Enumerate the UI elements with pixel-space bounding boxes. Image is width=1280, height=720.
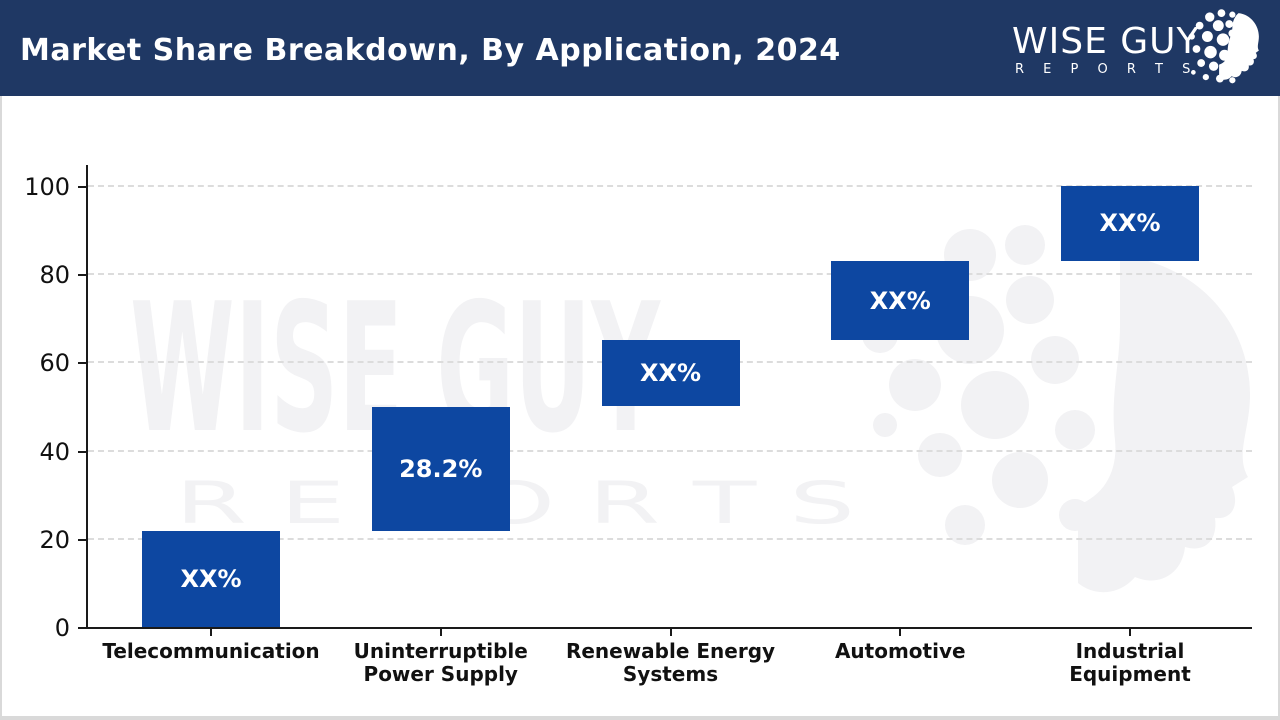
frame-border-right bbox=[1278, 96, 1280, 720]
gridline-100 bbox=[88, 185, 1252, 187]
x-category-label: Telecommunication bbox=[91, 640, 331, 663]
bar: XX% bbox=[142, 530, 280, 627]
x-category-label-line: Uninterruptible bbox=[353, 639, 528, 663]
y-tick-label-60: 60 bbox=[39, 349, 70, 378]
x-tick bbox=[210, 629, 212, 636]
y-tick-0 bbox=[78, 627, 86, 629]
chart-title: Market Share Breakdown, By Application, … bbox=[20, 33, 841, 68]
x-category-label-line: Renewable Energy bbox=[565, 639, 776, 663]
gridline-20 bbox=[88, 537, 1252, 540]
y-tick-40 bbox=[78, 450, 86, 453]
y-axis bbox=[86, 165, 88, 629]
x-category-label-line: Power Supply bbox=[363, 662, 518, 686]
x-category-label: Renewable Energy Systems bbox=[551, 640, 791, 686]
y-tick-label-100: 100 bbox=[24, 173, 70, 201]
y-tick-label-20: 20 bbox=[39, 525, 70, 554]
gridline-40 bbox=[88, 449, 1252, 452]
bar: XX% bbox=[601, 340, 740, 407]
wiseguy-logo: WISE GUY R E P O R T S bbox=[1012, 6, 1262, 92]
frame-border-bottom bbox=[0, 716, 1280, 720]
x-category-label: Automotive bbox=[780, 640, 1020, 663]
x-category-label-line: Equipment bbox=[1069, 662, 1191, 686]
bar-value-label: XX% bbox=[1099, 209, 1161, 238]
x-tick bbox=[1129, 629, 1131, 636]
bar-value-label: XX% bbox=[180, 564, 242, 593]
header-bar: Market Share Breakdown, By Application, … bbox=[0, 0, 1280, 96]
x-category-label-line: Automotive bbox=[834, 639, 966, 663]
x-tick bbox=[439, 629, 442, 636]
logo-subtext: R E P O R T S bbox=[1015, 62, 1198, 77]
x-category-label-line: Systems bbox=[622, 662, 719, 686]
x-category-label: Industrial Equipment bbox=[1010, 640, 1250, 686]
x-tick bbox=[899, 629, 902, 636]
y-tick-label-80: 80 bbox=[39, 261, 70, 290]
y-tick-label-0: 0 bbox=[54, 614, 70, 642]
frame-border-left bbox=[0, 96, 2, 720]
x-tick bbox=[669, 629, 672, 636]
bar-value-label: XX% bbox=[639, 359, 702, 388]
y-tick-100 bbox=[78, 186, 86, 188]
x-category-label-line: Industrial bbox=[1075, 639, 1185, 663]
y-tick-label-40: 40 bbox=[39, 437, 70, 466]
bar: 28.2% bbox=[371, 406, 510, 531]
y-tick-60 bbox=[78, 362, 86, 365]
gridline-80 bbox=[88, 273, 1252, 276]
logo-wordmark: WISE GUY bbox=[1012, 21, 1200, 62]
logo-text: WISE GUY R E P O R T S bbox=[1012, 24, 1200, 79]
watermark-subtext: R E P O R T S bbox=[175, 469, 855, 537]
bar: XX% bbox=[831, 260, 970, 341]
x-category-label-line: Telecommunication bbox=[102, 639, 320, 663]
bar-value-label: 28.2% bbox=[399, 454, 483, 483]
y-tick-80 bbox=[78, 274, 86, 277]
y-tick-20 bbox=[78, 538, 86, 541]
x-axis bbox=[86, 627, 1252, 629]
bar: XX% bbox=[1061, 186, 1199, 261]
x-category-label: Uninterruptible Power Supply bbox=[321, 640, 561, 686]
bar-value-label: XX% bbox=[869, 286, 931, 315]
logo-head-icon bbox=[1188, 9, 1259, 84]
